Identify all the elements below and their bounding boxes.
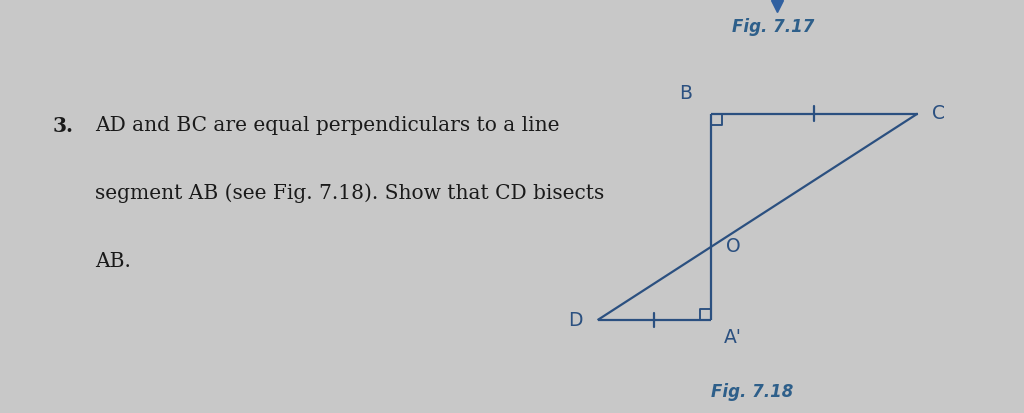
Text: Fig. 7.17: Fig. 7.17 <box>732 18 814 36</box>
Text: D: D <box>568 311 583 330</box>
Text: O: O <box>726 237 740 256</box>
Text: AB.: AB. <box>95 252 131 271</box>
Text: A': A' <box>724 328 741 347</box>
Text: AD and BC are equal perpendiculars to a line: AD and BC are equal perpendiculars to a … <box>95 116 559 135</box>
Text: segment AB (see Fig. 7.18). Show that CD bisects: segment AB (see Fig. 7.18). Show that CD… <box>95 184 604 204</box>
Text: C: C <box>932 104 945 123</box>
Text: Fig. 7.18: Fig. 7.18 <box>712 383 794 401</box>
Text: B: B <box>680 84 692 103</box>
Text: 3.: 3. <box>52 116 74 135</box>
